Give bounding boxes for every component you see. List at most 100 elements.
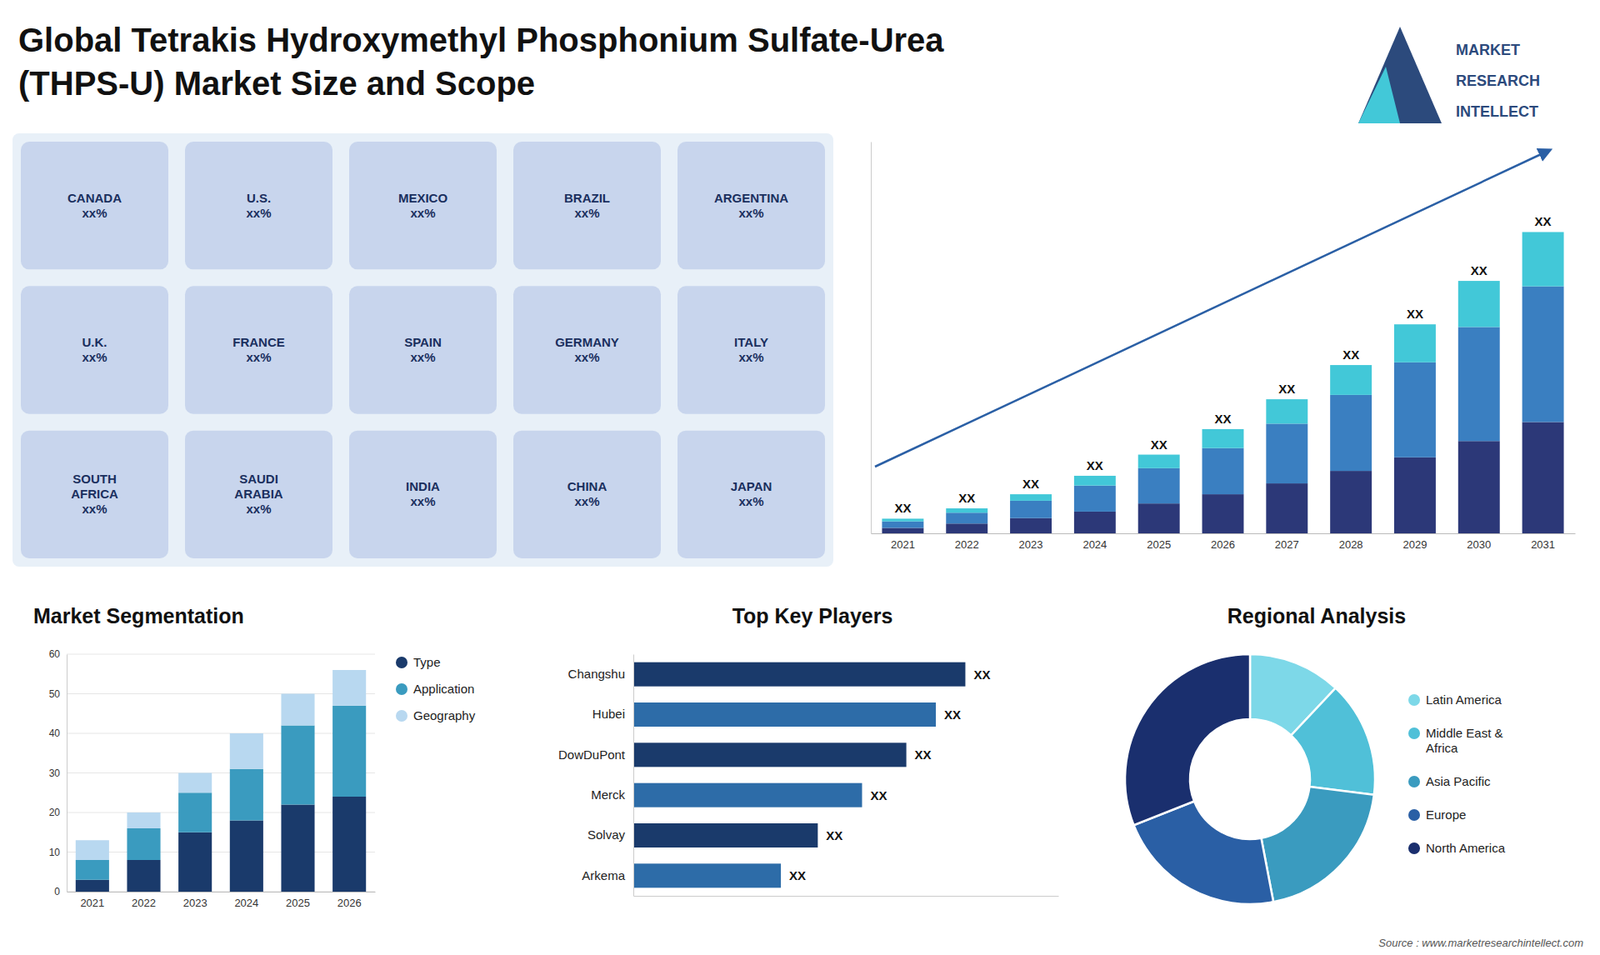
text-line: xx% [738, 205, 764, 220]
bar [75, 860, 110, 880]
x-axis-line [634, 895, 1060, 897]
x-tick-label: 2028 [1339, 538, 1364, 551]
x-tick: 2026 [1210, 533, 1235, 551]
legend: TypeApplicationGeography [395, 655, 476, 723]
x-tick: 2031 [1530, 533, 1555, 551]
x-tick: 2027 [1275, 533, 1300, 551]
text-line: xx% [410, 205, 435, 220]
legend-label: Application [413, 681, 475, 696]
y-tick-label: 30 [49, 767, 61, 780]
map-background [12, 133, 834, 567]
data-label: XX [1535, 214, 1552, 229]
bar [1010, 518, 1052, 534]
x-axis: 2021202220232024202520262027202820292030… [871, 533, 1576, 551]
bar [633, 702, 936, 727]
bar [1458, 440, 1500, 534]
x-tick: 2029 [1402, 533, 1427, 551]
map-label: SAUDIARABIAxx% [234, 471, 283, 516]
y-tick-label: 50 [49, 688, 61, 700]
text-line: xx% [81, 501, 107, 516]
y-axis-line [633, 655, 635, 897]
text-line: Latin America [1425, 692, 1503, 707]
text-line: xx% [410, 494, 435, 509]
y-tick: 50 [49, 688, 67, 700]
region-tile [349, 141, 497, 270]
y-axis-line [66, 655, 68, 893]
donut-slice [1260, 786, 1374, 902]
y-tick-label: DowDuPont [558, 747, 626, 762]
x-axis: 202120222023202420252026 [67, 891, 376, 910]
y-tick: 60 [49, 648, 67, 660]
region-tile [349, 285, 497, 414]
x-tick: 2022 [955, 533, 980, 551]
y-tick: 0 [54, 885, 67, 898]
y-tick-label: Solvay [587, 827, 626, 842]
bar [1522, 421, 1565, 534]
text-line: xx% [738, 350, 764, 365]
y-tick-label: Arkema [581, 868, 625, 883]
y-tick: 40 [49, 727, 67, 740]
data-label: XX [1086, 458, 1104, 473]
bar [1138, 468, 1180, 504]
map-label: MEXICOxx% [398, 190, 449, 220]
bar [280, 805, 315, 893]
y-axis-line [870, 142, 872, 535]
text-line: ARGENTINA [714, 190, 789, 205]
y-tick: 10 [49, 846, 67, 859]
bar [1330, 470, 1372, 534]
bar [1074, 485, 1116, 512]
data-label: XX [1342, 347, 1360, 362]
chart-title: Regional Analysis [1227, 604, 1406, 628]
x-tick: 2030 [1466, 533, 1491, 551]
map-label: CANADAxx% [67, 190, 122, 220]
x-axis [634, 895, 1060, 897]
bar [126, 860, 160, 892]
grid-line [66, 812, 375, 814]
x-tick-label: 2027 [1275, 538, 1300, 551]
text-line: (THPS-U) Market Size and Scope [18, 65, 535, 102]
text-line: ITALY [734, 335, 769, 350]
text-line: CANADA [67, 190, 122, 205]
x-tick: 2025 [1146, 533, 1171, 551]
data-label: XX [1214, 411, 1231, 426]
legend-label: Middle East &Africa [1425, 725, 1504, 755]
text-line: MEXICO [398, 190, 449, 205]
y-tick: Merck [590, 787, 634, 802]
data-label: XX [915, 747, 932, 762]
x-tick-label: 2025 [1146, 538, 1171, 551]
data-labels: XXXXXXXXXXXXXXXXXXXXXX [894, 214, 1551, 515]
bar [1458, 280, 1500, 327]
trend-arrow [875, 150, 1550, 467]
bar [1265, 423, 1308, 484]
x-tick-label: 2022 [955, 538, 980, 551]
x-axis-line [67, 891, 376, 893]
x-tick-label: 2026 [1210, 538, 1235, 551]
bar [1265, 483, 1308, 534]
map-label: ARGENTINAxx% [714, 190, 789, 220]
text-line: xx% [574, 350, 600, 365]
logo-mountain [1358, 26, 1442, 124]
legend-item: Middle East &Africa [1408, 725, 1504, 755]
plot-area [75, 670, 366, 892]
bar [1330, 395, 1372, 471]
text-line: CHINA [567, 479, 608, 494]
grid-line [66, 772, 375, 774]
title: Global Tetrakis Hydroxymethyl Phosphoniu… [18, 21, 945, 102]
plot-area [881, 231, 1564, 534]
x-tick-label: 2024 [234, 896, 259, 910]
bar [633, 863, 781, 888]
logo-accent [1358, 66, 1400, 124]
text-line: Middle East & [1425, 725, 1504, 740]
y-tick-label: Hubei [592, 706, 625, 721]
y-tick: DowDuPont [558, 747, 634, 762]
bar [178, 773, 212, 794]
bar [1202, 429, 1245, 449]
x-tick-label: 2024 [1082, 538, 1107, 551]
data-label: XX [1150, 437, 1168, 452]
region-tile [677, 141, 825, 270]
text-line: xx% [81, 350, 107, 365]
map-label: U.S.xx% [245, 190, 271, 220]
y-tick: Solvay [587, 827, 634, 842]
bar [1330, 365, 1372, 395]
text-line: Europe [1425, 807, 1466, 822]
